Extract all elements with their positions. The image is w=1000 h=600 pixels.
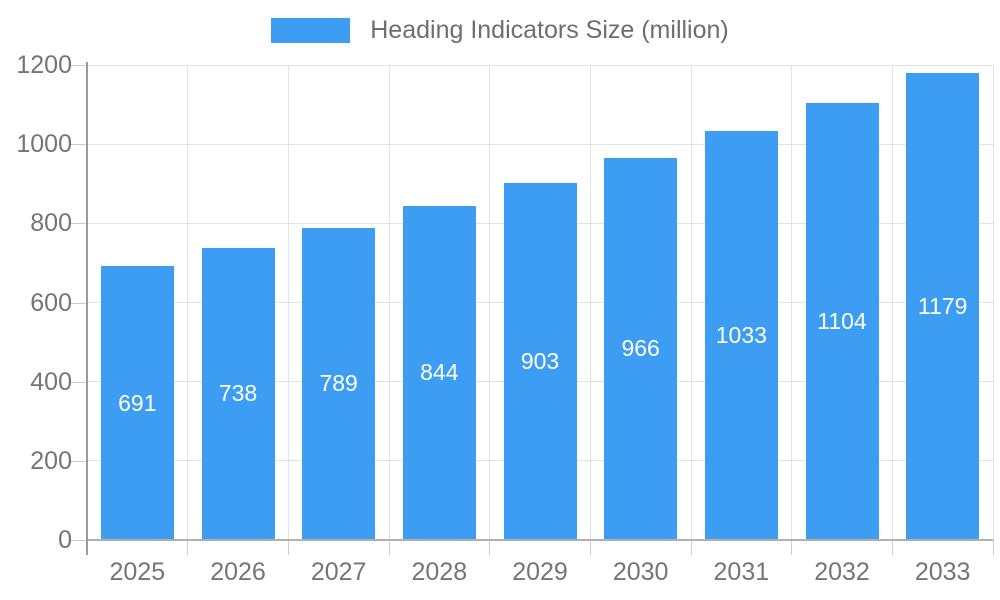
y-axis-tick bbox=[71, 381, 87, 383]
bar: 844 bbox=[402, 205, 476, 540]
gridline-vertical bbox=[287, 65, 289, 540]
y-axis-tick bbox=[71, 302, 87, 304]
x-axis-tick bbox=[589, 540, 591, 555]
bar: 966 bbox=[604, 157, 678, 540]
y-axis-label: 1000 bbox=[16, 130, 72, 159]
bar-value-label: 1104 bbox=[817, 308, 867, 334]
y-axis-tick bbox=[71, 144, 87, 146]
bar-value-label: 844 bbox=[420, 359, 459, 386]
x-axis-tick bbox=[791, 540, 793, 555]
x-axis-label: 2027 bbox=[310, 558, 367, 586]
x-axis-label: 2031 bbox=[713, 558, 770, 586]
bar-value-label: 691 bbox=[118, 389, 157, 416]
y-axis-label: 0 bbox=[58, 526, 72, 554]
gridline-vertical bbox=[690, 65, 692, 540]
plot-area: 691 738 789 844 903 966 1033 1104 1179 bbox=[87, 64, 994, 541]
x-axis-label: 2032 bbox=[814, 558, 870, 586]
x-axis-label: 2025 bbox=[109, 558, 166, 586]
x-axis-tick bbox=[891, 540, 893, 555]
x-axis-tick bbox=[690, 540, 692, 555]
x-axis-label: 2029 bbox=[512, 558, 568, 586]
gridline-vertical bbox=[589, 65, 591, 540]
gridline-horizontal bbox=[87, 143, 993, 145]
y-axis-line bbox=[86, 62, 88, 555]
bar: 691 bbox=[100, 266, 174, 540]
y-axis-tick bbox=[71, 65, 87, 66]
gridline-vertical bbox=[791, 65, 793, 540]
gridline-vertical bbox=[891, 65, 893, 540]
gridline-vertical bbox=[187, 65, 189, 540]
bar: 738 bbox=[201, 247, 275, 540]
x-axis-tick bbox=[489, 540, 491, 555]
gridline-vertical bbox=[388, 65, 390, 540]
x-axis-label: 2033 bbox=[914, 558, 971, 586]
x-axis-label: 2028 bbox=[411, 558, 468, 586]
y-axis-tick bbox=[71, 223, 87, 225]
gridline-horizontal bbox=[87, 64, 993, 66]
x-axis-baseline bbox=[87, 539, 993, 541]
bar-value-label: 903 bbox=[520, 347, 560, 374]
bar-value-label: 966 bbox=[621, 335, 660, 362]
bar-value-label: 1179 bbox=[917, 293, 968, 320]
bar: 1033 bbox=[704, 131, 778, 540]
bar: 1104 bbox=[805, 103, 879, 540]
y-axis-tick bbox=[71, 460, 87, 462]
y-axis-label: 400 bbox=[30, 367, 72, 396]
x-axis-tick bbox=[187, 540, 189, 555]
legend: Heading Indicators Size (million) bbox=[0, 16, 1000, 45]
bar-value-label: 1033 bbox=[715, 322, 767, 349]
y-axis-label: 600 bbox=[30, 288, 72, 317]
legend-swatch bbox=[271, 18, 351, 43]
y-axis-label: 800 bbox=[30, 209, 72, 238]
x-axis-label: 2026 bbox=[210, 558, 266, 586]
y-axis-label: 200 bbox=[30, 446, 72, 475]
x-axis-tick bbox=[388, 540, 390, 555]
bar-value-label: 789 bbox=[319, 370, 358, 397]
x-axis-tick bbox=[992, 540, 994, 555]
gridline-vertical bbox=[489, 65, 491, 540]
gridline-vertical bbox=[992, 65, 994, 540]
bar: 789 bbox=[302, 227, 376, 540]
x-axis-tick bbox=[287, 540, 289, 555]
y-axis-label: 1200 bbox=[16, 51, 72, 79]
bar: 903 bbox=[503, 182, 577, 540]
legend-label: Heading Indicators Size (million) bbox=[370, 16, 729, 44]
bar: 1179 bbox=[906, 73, 980, 540]
x-axis-label: 2030 bbox=[612, 558, 669, 586]
bar-value-label: 738 bbox=[218, 380, 258, 407]
y-axis-tick bbox=[71, 540, 87, 541]
legend-item[interactable]: Heading Indicators Size (million) bbox=[271, 16, 729, 45]
